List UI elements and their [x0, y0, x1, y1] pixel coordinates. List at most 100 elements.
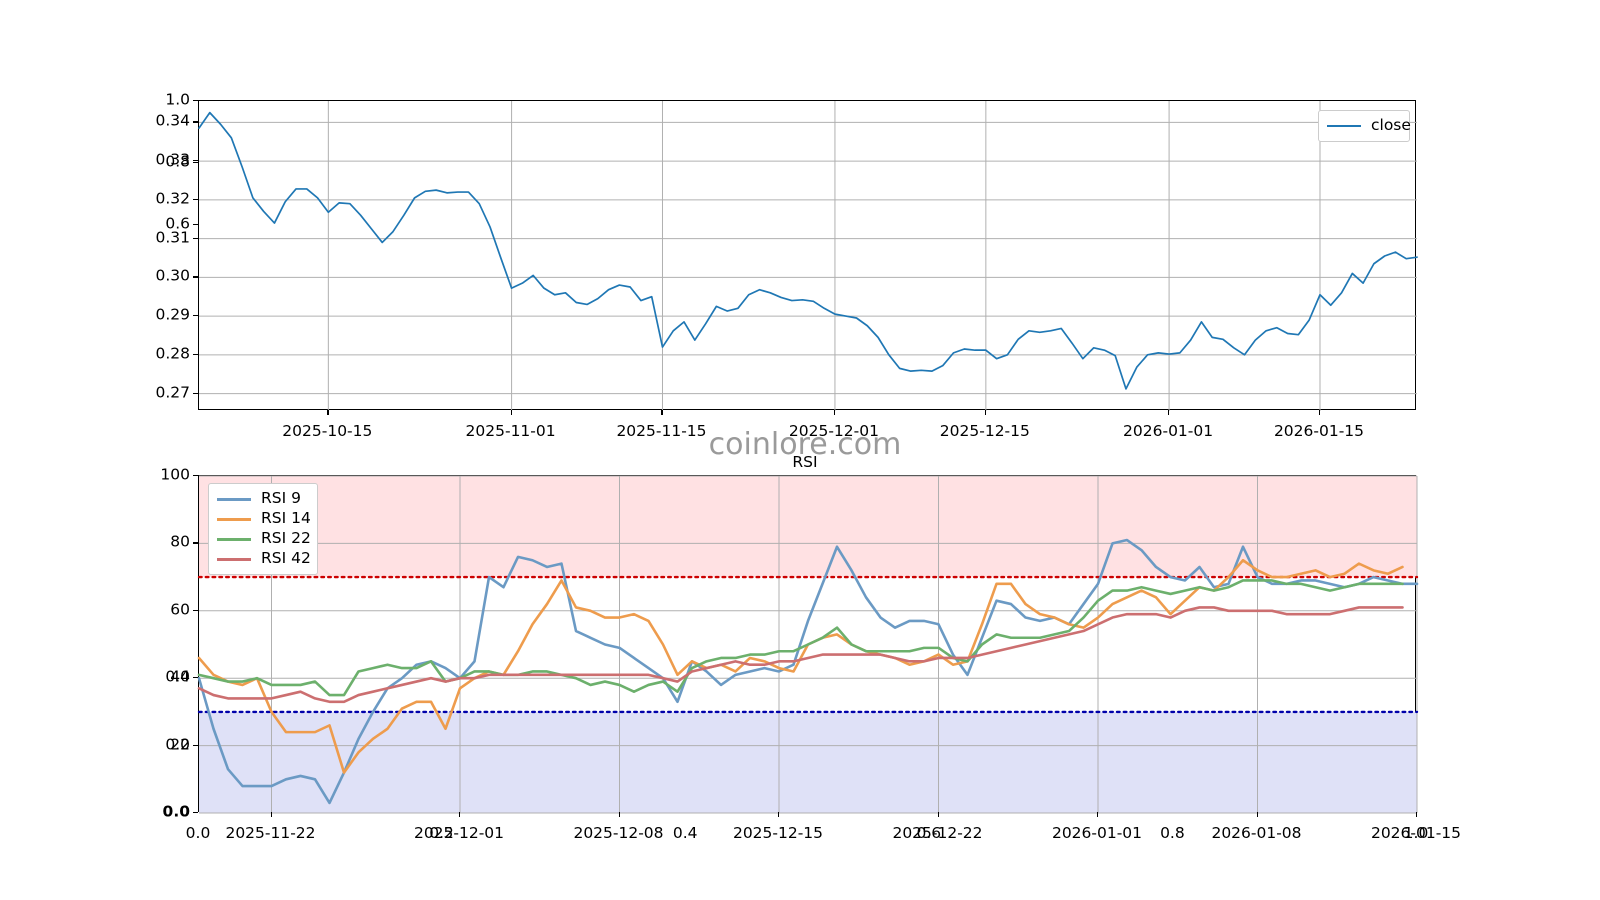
- price-y-ghost-tick-mark: [193, 162, 198, 164]
- price-y-tick-label: 0.27: [155, 382, 190, 401]
- price-y-tick-mark: [193, 353, 198, 355]
- price-legend-item[interactable]: close: [1327, 116, 1411, 136]
- price-y-tick-mark: [193, 392, 198, 394]
- rsi-x-ghost-tick-label: 0.8: [1160, 824, 1185, 842]
- price-x-tick-mark: [510, 410, 512, 415]
- price-legend-swatch-icon: [1327, 125, 1361, 127]
- price-x-tick-label: 2026-01-01: [1123, 422, 1214, 440]
- rsi-y-tick-label: 60: [170, 600, 190, 619]
- price-y-ghost-tick-mark: [193, 100, 198, 102]
- rsi-y-tick-label: 20: [170, 734, 190, 753]
- oversold-zone: [199, 711, 1417, 813]
- rsi-y-ghost-tick-label: 0.4: [165, 667, 190, 686]
- price-y-tick-label: 0.28: [155, 344, 190, 363]
- rsi-y-ghost-tick-mark: [193, 812, 198, 814]
- rsi-y-tick-mark: [193, 475, 198, 477]
- rsi-y-tick-label: 40: [170, 667, 190, 686]
- rsi-x-tick-label: 2026-01-08: [1211, 824, 1302, 842]
- rsi-y-tick-label: 100: [160, 465, 190, 484]
- rsi-legend-swatch-icon: [217, 497, 251, 501]
- price-x-tick-label: 2025-12-01: [788, 422, 879, 440]
- price-y-tick-mark: [193, 198, 198, 200]
- price-y-tick-label: 0.30: [155, 266, 190, 285]
- rsi-x-tick-mark: [270, 812, 272, 817]
- price-y-tick-label: 0.33: [155, 150, 190, 169]
- rsi-legend-item[interactable]: RSI 42: [217, 549, 311, 569]
- rsi-legend-item[interactable]: RSI 14: [217, 509, 311, 529]
- price-x-tick-label: 2025-10-15: [282, 422, 373, 440]
- rsi-x-tick-label: 2025-12-22: [892, 824, 983, 842]
- price-y-ghost-tick-label: 1.0: [165, 90, 190, 109]
- price-y-tick-label: 0.34: [155, 111, 190, 130]
- rsi-x-ghost-tick-label: 0.6: [916, 824, 942, 842]
- price-x-tick-label: 2025-11-15: [616, 422, 707, 440]
- price-x-tick-label: 2025-12-15: [939, 422, 1030, 440]
- price-x-tick-mark: [327, 410, 329, 415]
- rsi-x-tick-label: 2025-11-22: [225, 824, 316, 842]
- rsi-chart-axes: [197, 475, 1419, 814]
- price-x-tick-mark: [1318, 410, 1321, 415]
- price-y-tick-label: 0.32: [155, 189, 190, 208]
- rsi-x-tick-mark: [1256, 812, 1258, 817]
- rsi-legend-swatch-icon: [217, 517, 251, 521]
- rsi-x-tick-mark: [937, 812, 939, 817]
- price-y-ghost-tick-label: 0.8: [165, 152, 190, 171]
- rsi-x-ghost-tick-label: 0.0: [185, 824, 211, 842]
- rsi-y-ghost-tick-mark: [193, 744, 198, 746]
- rsi-x-tick-mark: [1416, 812, 1418, 817]
- price-chart-axes: [198, 100, 1418, 411]
- price-y-tick-label: 0.31: [155, 227, 190, 246]
- price-x-tick-mark: [984, 410, 987, 415]
- price-x-tick-mark: [661, 410, 663, 415]
- rsi-series-rsi-9: [197, 538, 1419, 805]
- price-legend-label: close: [1371, 116, 1411, 135]
- price-x-tick-label: 2025-11-01: [465, 422, 556, 440]
- rsi-x-tick-mark: [618, 812, 620, 817]
- price-y-tick-label: 0.29: [155, 305, 190, 324]
- rsi-y-tick-mark: [193, 542, 198, 544]
- rsi-legend-label: RSI 22: [261, 529, 311, 548]
- overbought-zone: [199, 476, 1417, 578]
- rsi-legend-item[interactable]: RSI 9: [217, 489, 308, 509]
- rsi-x-tick-label: 2026-01-15: [1370, 824, 1462, 842]
- price-y-tick-mark: [193, 121, 198, 123]
- price-y-tick-mark: [193, 276, 198, 278]
- rsi-y-ghost-tick-label: 0.0: [162, 802, 190, 821]
- price-legend[interactable]: close: [1318, 110, 1411, 142]
- rsi-x-tick-mark: [1097, 812, 1099, 817]
- rsi-x-tick-mark: [778, 812, 780, 817]
- rsi-legend-swatch-icon: [217, 557, 251, 561]
- rsi-x-tick-label: 2025-12-01: [413, 824, 505, 842]
- price-plot-svg: [198, 101, 1418, 411]
- price-x-tick-mark: [833, 410, 836, 415]
- rsi-x-tick-label: 2025-12-15: [732, 824, 824, 842]
- rsi-series-rsi-42: [197, 606, 1404, 704]
- price-y-ghost-tick-label: 0.6: [165, 214, 190, 233]
- rsi-y-ghost-tick-label: 0.2: [165, 734, 190, 753]
- rsi-y-tick-mark: [193, 609, 198, 611]
- price-x-tick-label: 2026-01-15: [1273, 422, 1365, 440]
- price-x-tick-mark: [1168, 410, 1170, 415]
- rsi-x-tick-label: 2025-12-08: [573, 824, 664, 842]
- price-y-tick-mark: [193, 315, 198, 317]
- price-y-tick-mark: [193, 237, 198, 239]
- rsi-legend-swatch-icon: [217, 537, 251, 541]
- rsi-series-rsi-22: [197, 579, 1404, 697]
- rsi-x-tick-label: 2026-01-01: [1051, 824, 1143, 842]
- rsi-y-tick-label: 80: [170, 532, 190, 551]
- rsi-legend-label: RSI 42: [261, 549, 311, 568]
- rsi-y-ghost-tick-mark: [193, 677, 198, 679]
- rsi-legend-label: RSI 14: [261, 509, 311, 528]
- rsi-legend-label: RSI 9: [261, 489, 301, 508]
- price-y-ghost-tick-mark: [193, 224, 198, 226]
- rsi-y-tick-label: 0: [180, 802, 190, 821]
- rsi-legend-item[interactable]: RSI 22: [217, 529, 311, 549]
- rsi-x-ghost-tick-label: 0.4: [672, 824, 698, 842]
- rsi-x-tick-mark: [459, 812, 461, 817]
- rsi-chart-title: RSI: [792, 453, 818, 471]
- price-y-tick-mark: [193, 160, 198, 162]
- rsi-legend[interactable]: RSI 9 RSI 14 RSI 22 RSI 42: [208, 483, 318, 575]
- rsi-plot-svg: [197, 475, 1419, 814]
- rsi-x-ghost-tick-label: 1.0: [1403, 824, 1429, 842]
